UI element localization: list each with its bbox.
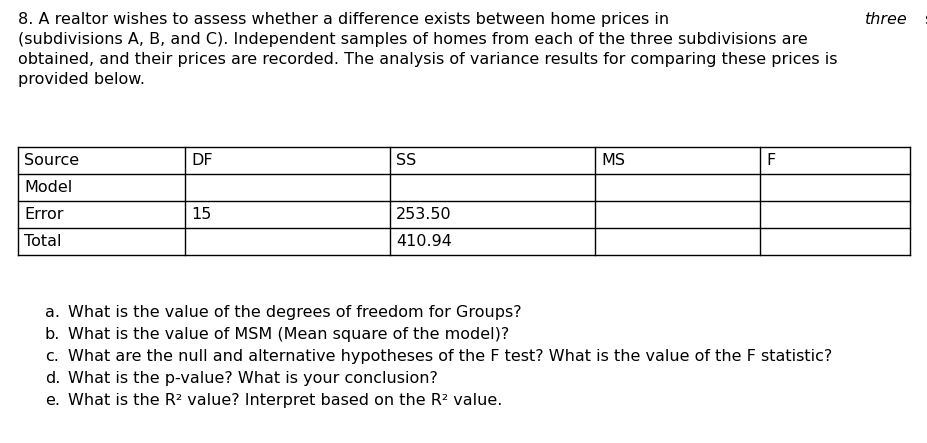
Text: 253.50: 253.50 — [396, 207, 451, 222]
Text: Model: Model — [24, 180, 72, 195]
Text: SS: SS — [396, 153, 416, 168]
Text: What is the p-value? What is your conclusion?: What is the p-value? What is your conclu… — [68, 371, 438, 386]
Text: What are the null and alternative hypotheses of the F test? What is the value of: What are the null and alternative hypoth… — [68, 349, 832, 364]
Text: c.: c. — [44, 349, 58, 364]
Text: a.: a. — [44, 305, 60, 320]
Text: 8. A realtor wishes to assess whether a difference exists between home prices in: 8. A realtor wishes to assess whether a … — [18, 12, 674, 27]
Text: three: three — [864, 12, 907, 27]
Text: What is the value of MSM (Mean square of the model)?: What is the value of MSM (Mean square of… — [68, 327, 509, 342]
Text: d.: d. — [44, 371, 60, 386]
Text: provided below.: provided below. — [18, 72, 145, 87]
Text: subdivisions: subdivisions — [919, 12, 927, 27]
Text: obtained, and their prices are recorded. The analysis of variance results for co: obtained, and their prices are recorded.… — [18, 52, 836, 67]
Text: 410.94: 410.94 — [396, 234, 451, 249]
Text: F: F — [765, 153, 774, 168]
Text: 15: 15 — [191, 207, 211, 222]
Text: (subdivisions A, B, and C). Independent samples of homes from each of the three : (subdivisions A, B, and C). Independent … — [18, 32, 806, 47]
Text: MS: MS — [601, 153, 624, 168]
Text: What is the value of the degrees of freedom for Groups?: What is the value of the degrees of free… — [68, 305, 521, 320]
Text: Source: Source — [24, 153, 79, 168]
Text: Error: Error — [24, 207, 63, 222]
Text: DF: DF — [191, 153, 212, 168]
Text: What is the R² value? Interpret based on the R² value.: What is the R² value? Interpret based on… — [68, 393, 502, 408]
Text: Total: Total — [24, 234, 61, 249]
Text: b.: b. — [44, 327, 60, 342]
Text: e.: e. — [44, 393, 60, 408]
